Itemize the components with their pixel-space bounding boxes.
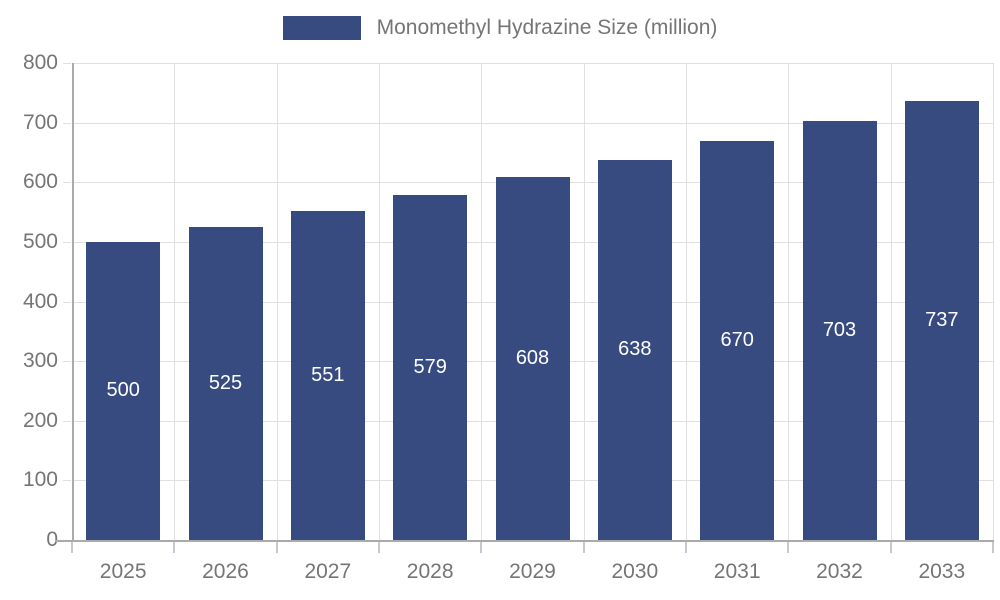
x-axis-tick	[480, 542, 483, 553]
bar: 670	[700, 140, 775, 540]
y-axis-tick-label: 700	[22, 110, 58, 134]
gridline-vertical	[481, 63, 483, 540]
y-axis-tick	[63, 361, 71, 363]
bar-value-label: 608	[515, 347, 550, 370]
bar-value-label: 638	[618, 338, 652, 361]
y-axis-tick-label: 300	[22, 349, 58, 373]
bar-value-label: 525	[208, 371, 243, 394]
bar-value-label: 500	[106, 379, 140, 402]
y-axis-tick	[63, 480, 71, 482]
y-axis-tick-label: 500	[22, 229, 58, 253]
bar-value-label: 737	[925, 308, 959, 331]
bar: 551	[290, 211, 365, 540]
x-axis-tick	[582, 542, 585, 553]
bar-value-label: 703	[822, 318, 857, 341]
x-axis-tick	[685, 542, 687, 553]
y-axis-tick-label: 0	[46, 528, 58, 551]
bar-value-label: 551	[311, 364, 345, 387]
y-axis-tick	[63, 420, 71, 422]
bar: 608	[495, 177, 570, 540]
bar: 737	[904, 100, 979, 540]
y-axis-tick-label: 100	[22, 468, 58, 492]
gridline-vertical	[583, 63, 585, 540]
y-axis-tick	[63, 122, 71, 124]
bar-value-label: 670	[720, 328, 754, 351]
y-axis-tick	[63, 63, 71, 64]
x-axis-tick-label: 2028	[406, 560, 454, 583]
x-axis-tick-label: 2025	[99, 560, 147, 583]
x-axis-line	[55, 540, 994, 542]
x-axis-tick	[787, 542, 790, 553]
gridline-vertical	[890, 63, 892, 540]
y-axis-line	[72, 63, 74, 540]
x-axis-tick	[275, 542, 278, 553]
x-axis-tick-label: 2026	[202, 560, 249, 583]
x-axis-tick	[378, 542, 380, 553]
x-axis-tick-label: 2033	[918, 560, 966, 583]
bar-value-label: 579	[413, 355, 447, 378]
x-axis-tick-label: 2027	[304, 560, 352, 583]
gridline-vertical	[276, 63, 278, 540]
gridline-horizontal	[72, 63, 993, 64]
bar: 579	[393, 194, 468, 540]
gridline-vertical	[788, 63, 790, 540]
legend-swatch	[282, 16, 361, 40]
y-axis-tick	[63, 241, 71, 243]
gridline-vertical	[174, 63, 176, 540]
y-axis-tick-label: 200	[22, 408, 58, 432]
x-axis-tick-label: 2030	[611, 560, 659, 583]
x-axis-tick	[71, 542, 73, 553]
bar: 525	[188, 226, 263, 540]
x-axis-tick	[173, 542, 176, 553]
x-axis-tick	[992, 542, 994, 553]
legend-item[interactable]: Monomethyl Hydrazine Size (million)	[0, 16, 1000, 40]
gridline-vertical	[686, 63, 687, 540]
x-axis-tick-label: 2032	[816, 560, 863, 583]
y-axis-tick-label: 400	[22, 289, 58, 313]
y-axis-tick	[63, 301, 71, 303]
bar: 638	[597, 159, 672, 540]
bar: 500	[86, 241, 161, 540]
y-axis-tick-label: 600	[22, 170, 58, 194]
legend-label: Monomethyl Hydrazine Size (million)	[376, 16, 718, 39]
x-axis-tick	[889, 542, 892, 553]
plot-area: 500 525 551 579 608 638 670 703 737	[55, 63, 994, 553]
bar: 703	[802, 120, 877, 540]
y-axis-tick	[63, 182, 71, 184]
x-axis-tick-label: 2029	[509, 560, 556, 583]
y-axis-tick-label: 800	[22, 51, 58, 74]
gridline-vertical	[379, 63, 380, 540]
gridline-horizontal	[72, 122, 993, 124]
x-axis-tick-label: 2031	[713, 560, 761, 583]
